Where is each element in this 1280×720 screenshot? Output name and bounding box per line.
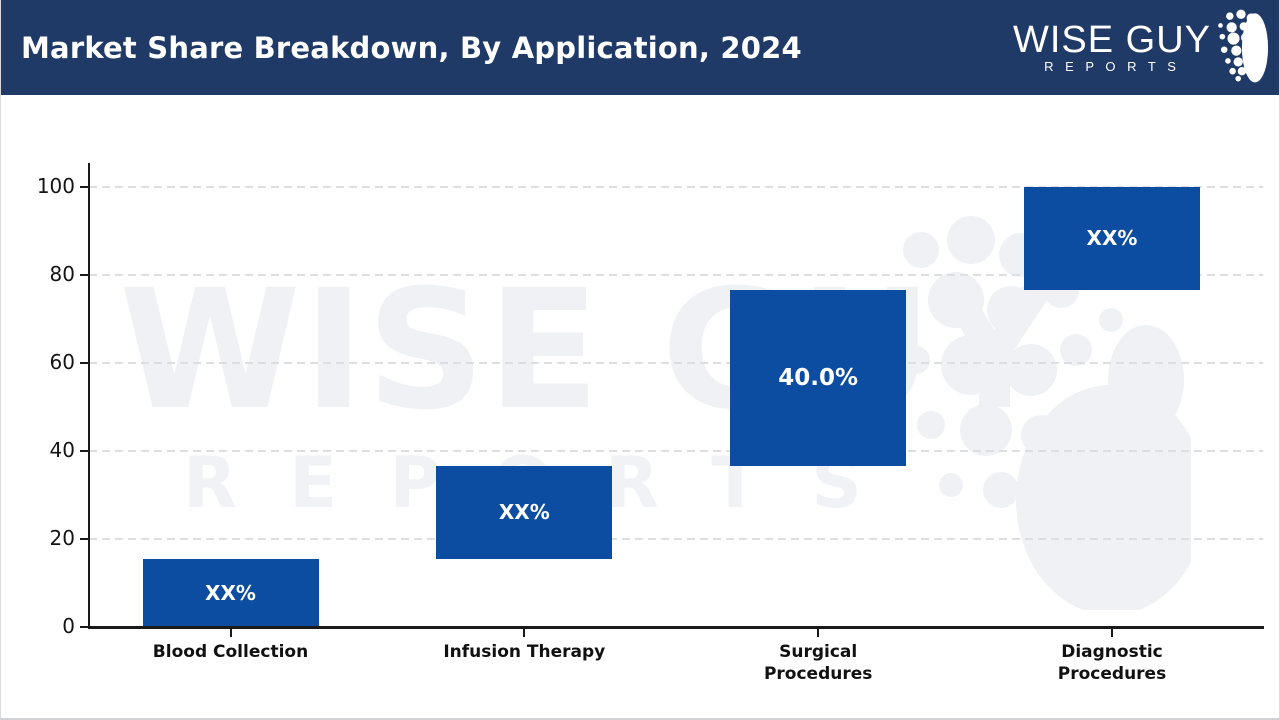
x-category-label-line: Diagnostic [1061,642,1163,662]
logo-subtitle: R E P O R T S [1044,59,1180,74]
logo-text: WISE GUY R E P O R T S [1013,18,1211,74]
plot-area: 0 20 40 60 80 100 XX% Blood Collection XX% Infusi… [1,95,1279,718]
x-category-label-line: Procedures [763,664,873,684]
x-category-label-line: Infusion Therapy [443,642,606,662]
x-category-label-line: Blood Collection [152,642,309,662]
y-axis-tick-label: 100 [36,173,75,198]
bar-segment: 40.0% [730,290,907,467]
y-tick-mark [80,449,89,452]
page-title: Market Share Breakdown, By Application, … [21,30,802,65]
y-tick-mark [80,185,89,188]
x-category-label-line: Surgical [779,642,858,662]
x-axis-line [88,626,1264,629]
y-tick-mark [80,361,89,364]
bar-value-label: XX% [205,580,256,605]
gridline [89,449,1263,452]
gridline [89,185,1263,188]
x-tick-mark [1110,629,1113,637]
gridline [89,273,1263,276]
gridline [89,361,1263,364]
wise-guy-reports-logo: WISE GUY R E P O R T S [1013,7,1269,85]
header-bar: Market Share Breakdown, By Application, … [1,0,1279,95]
y-tick-mark [80,537,89,540]
logo-name: WISE GUY [1012,19,1211,61]
x-category-label-line: Procedures [1057,664,1167,684]
x-category-label: Blood Collection [121,641,341,663]
x-category-label: Surgical Procedures [708,641,928,685]
bar-segment: XX% [436,466,613,559]
y-tick-mark [80,626,89,628]
x-tick-mark [523,629,526,637]
y-axis-tick-label: 60 [49,349,75,374]
logo-dotted-head-icon [1218,9,1269,83]
y-axis-tick-label: 80 [49,261,75,286]
bar-value-label: XX% [498,500,550,525]
y-axis-tick-label: 20 [49,525,75,550]
y-axis-line [88,163,90,629]
bar-segment: XX% [1023,186,1200,291]
x-category-label: Infusion Therapy [414,641,634,663]
x-tick-mark [229,629,232,637]
gridline [89,537,1263,540]
bar-value-label: 40.0% [778,365,859,392]
y-tick-mark [80,273,89,276]
x-category-label: Diagnostic Procedures [1002,641,1222,685]
bar-value-label: XX% [1086,226,1138,251]
x-tick-mark [817,629,820,637]
bar-segment: XX% [142,558,319,627]
y-axis-tick-label: 40 [49,437,75,462]
y-axis-tick-label: 0 [62,614,75,638]
